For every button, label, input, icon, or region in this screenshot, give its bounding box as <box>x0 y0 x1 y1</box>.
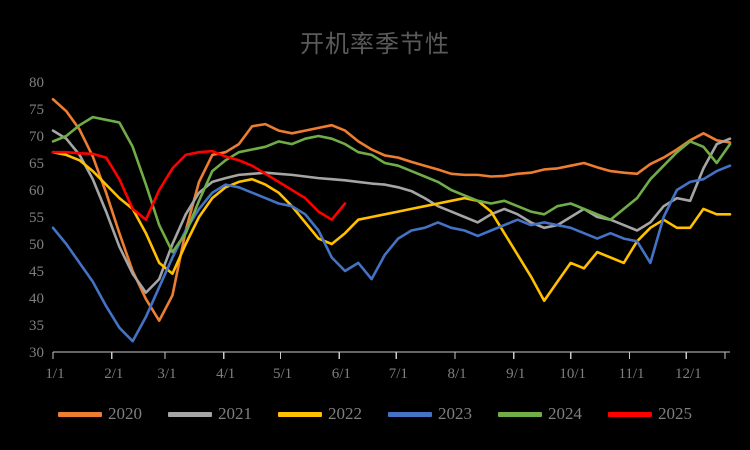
legend-swatch-icon <box>498 411 542 417</box>
legend-item-2021[interactable]: 2021 <box>168 404 252 424</box>
y-tick-label: 80 <box>29 75 44 91</box>
series-line-2024 <box>51 115 732 254</box>
x-tick-label: 8/1 <box>447 366 466 382</box>
series-line-2023 <box>51 164 732 343</box>
x-tick-label: 7/1 <box>389 366 408 382</box>
x-tick-label: 5/1 <box>273 366 292 382</box>
legend-swatch-icon <box>278 411 322 417</box>
chart-title: 开机率季节性 <box>300 30 450 58</box>
series-line-2025 <box>51 149 347 221</box>
x-tick-label: 4/1 <box>216 366 235 382</box>
y-tick-label: 75 <box>29 102 44 118</box>
y-tick-label: 50 <box>29 237 44 253</box>
legend-item-2024[interactable]: 2024 <box>498 404 582 424</box>
chart-legend: 2020 2021 2022 2023 2024 2025 <box>0 404 750 424</box>
x-tick-label: 10/1 <box>559 366 586 382</box>
legend-item-2022[interactable]: 2022 <box>278 404 362 424</box>
x-tick-label: 1/1 <box>45 366 64 382</box>
y-tick-label: 65 <box>29 156 44 172</box>
legend-label: 2025 <box>658 404 692 423</box>
y-axis-tick-labels: 30 35 40 45 50 55 60 65 70 75 80 <box>29 75 44 361</box>
series-lines <box>51 97 732 343</box>
y-tick-label: 40 <box>29 291 44 307</box>
legend-swatch-icon <box>168 411 212 417</box>
legend-item-2020[interactable]: 2020 <box>58 404 142 424</box>
x-axis <box>52 351 730 359</box>
y-tick-label: 30 <box>29 345 44 361</box>
legend-label: 2023 <box>438 404 472 423</box>
x-tick-label: 9/1 <box>506 366 525 382</box>
legend-item-2023[interactable]: 2023 <box>388 404 472 424</box>
legend-label: 2024 <box>548 404 582 423</box>
y-tick-label: 60 <box>29 183 44 199</box>
legend-label: 2021 <box>218 404 252 423</box>
y-tick-label: 45 <box>29 264 44 280</box>
legend-swatch-icon <box>58 411 102 417</box>
y-tick-label: 70 <box>29 129 44 145</box>
series-line-2020 <box>51 97 732 322</box>
legend-label: 2020 <box>108 404 142 423</box>
x-tick-label: 6/1 <box>332 366 351 382</box>
legend-label: 2022 <box>328 404 362 423</box>
legend-swatch-icon <box>388 411 432 417</box>
legend-swatch-icon <box>608 411 652 417</box>
x-tick-label: 3/1 <box>157 366 176 382</box>
x-tick-label: 2/1 <box>104 366 123 382</box>
x-tick-label: 11/1 <box>618 366 644 382</box>
legend-item-2025[interactable]: 2025 <box>608 404 692 424</box>
series-line-2021 <box>51 129 732 294</box>
x-axis-tick-labels: 1/1 2/1 3/1 4/1 5/1 6/1 7/1 8/1 9/1 10/1 11/1 12/1 <box>45 366 701 382</box>
y-tick-label: 35 <box>29 318 44 334</box>
series-line-2022 <box>51 150 732 302</box>
x-tick-label: 12/1 <box>675 366 702 382</box>
y-tick-label: 55 <box>29 210 44 226</box>
